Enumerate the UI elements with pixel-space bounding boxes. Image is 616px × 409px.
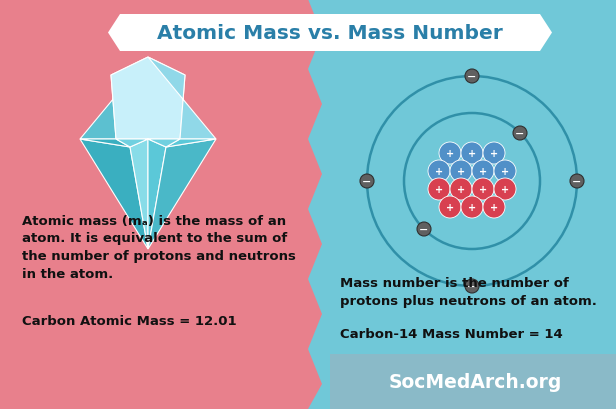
Polygon shape	[80, 139, 130, 148]
Circle shape	[428, 179, 450, 200]
Circle shape	[439, 196, 461, 218]
Polygon shape	[148, 139, 166, 249]
Text: +: +	[490, 202, 498, 213]
Text: −: −	[419, 224, 429, 234]
Polygon shape	[330, 354, 616, 409]
Circle shape	[417, 222, 431, 236]
Polygon shape	[130, 139, 148, 249]
Text: +: +	[501, 166, 509, 177]
Polygon shape	[80, 58, 148, 139]
Text: Carbon-14 Mass Number = 14: Carbon-14 Mass Number = 14	[340, 327, 563, 340]
Circle shape	[483, 143, 505, 164]
Circle shape	[513, 127, 527, 141]
Circle shape	[360, 175, 374, 189]
Polygon shape	[166, 139, 216, 148]
Text: −: −	[516, 128, 525, 138]
Circle shape	[494, 179, 516, 200]
Text: +: +	[468, 148, 476, 159]
Circle shape	[439, 143, 461, 164]
Circle shape	[570, 175, 584, 189]
Text: +: +	[468, 202, 476, 213]
Text: Mass number is the number of
protons plus neutrons of an atom.: Mass number is the number of protons plu…	[340, 276, 597, 307]
Polygon shape	[148, 139, 216, 249]
Circle shape	[494, 161, 516, 182]
Polygon shape	[148, 58, 216, 139]
Text: +: +	[446, 148, 454, 159]
Text: +: +	[457, 166, 465, 177]
Text: +: +	[490, 148, 498, 159]
Circle shape	[465, 70, 479, 84]
Text: Atomic mass (mₐ) is the mass of an
atom. It is equivalent to the sum of
the numb: Atomic mass (mₐ) is the mass of an atom.…	[22, 214, 296, 280]
Text: SocMedArch.org: SocMedArch.org	[388, 373, 562, 391]
Circle shape	[428, 161, 450, 182]
Text: −: −	[468, 71, 477, 81]
Circle shape	[472, 179, 494, 200]
Text: Carbon Atomic Mass = 12.01: Carbon Atomic Mass = 12.01	[22, 314, 237, 327]
Text: −: −	[468, 281, 477, 291]
Text: +: +	[479, 166, 487, 177]
Text: +: +	[501, 184, 509, 195]
Text: Atomic Mass vs. Mass Number: Atomic Mass vs. Mass Number	[157, 24, 503, 43]
Circle shape	[450, 179, 472, 200]
Text: +: +	[479, 184, 487, 195]
Polygon shape	[111, 58, 185, 139]
Polygon shape	[308, 0, 616, 409]
Text: +: +	[446, 202, 454, 213]
Circle shape	[483, 196, 505, 218]
Text: +: +	[435, 166, 443, 177]
Polygon shape	[116, 139, 180, 148]
Circle shape	[472, 161, 494, 182]
Polygon shape	[80, 139, 148, 249]
Text: −: −	[362, 176, 371, 186]
Polygon shape	[108, 15, 552, 52]
Circle shape	[461, 196, 483, 218]
Circle shape	[461, 143, 483, 164]
Text: +: +	[435, 184, 443, 195]
Text: +: +	[457, 184, 465, 195]
Text: −: −	[572, 176, 582, 186]
Circle shape	[465, 279, 479, 293]
Circle shape	[450, 161, 472, 182]
